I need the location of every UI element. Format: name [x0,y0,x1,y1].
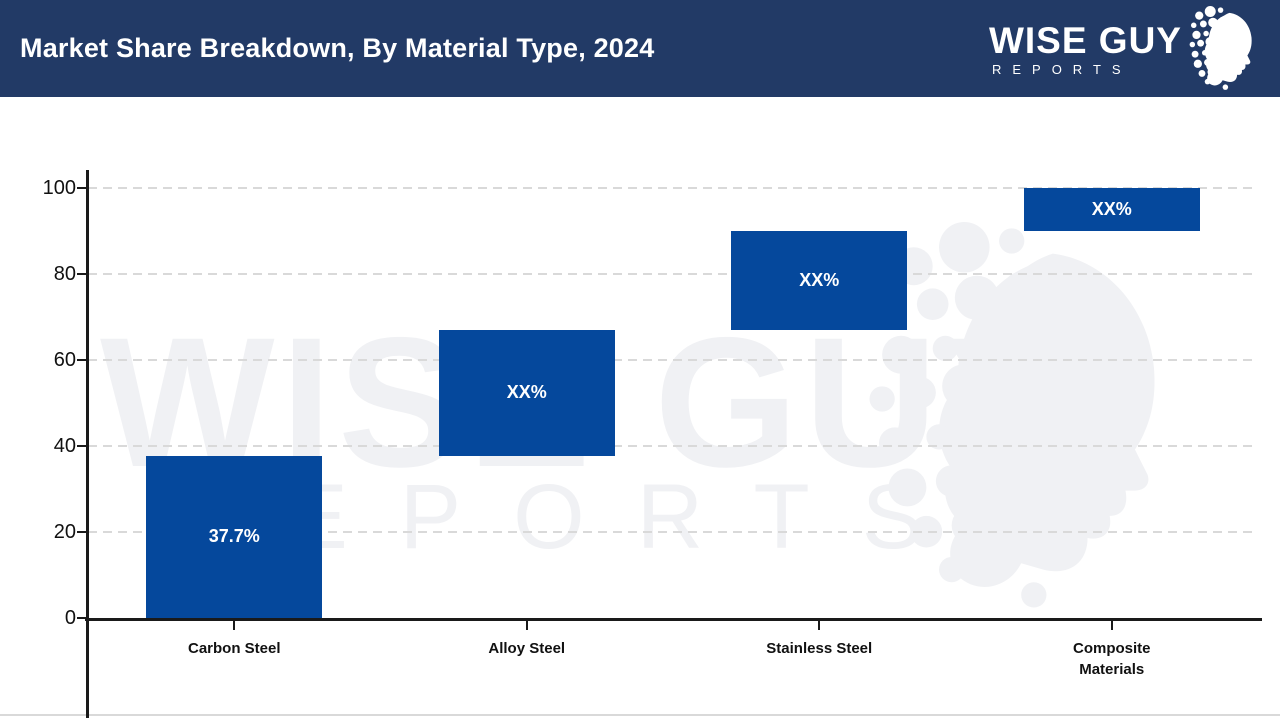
gridline-y-40 [88,445,1258,447]
category-label-stainless-steel: Stainless Steel [766,640,873,657]
gridline-y-20 [88,531,1258,533]
y-axis-tick-label: 40 [53,435,76,457]
gridline-y-80 [88,273,1258,275]
category-label-carbon-steel: Carbon Steel [187,640,281,657]
y-axis-tick-label: 60 [53,349,76,371]
bar-stainless-steel: XX% [731,231,908,330]
x-axis-line [85,618,1262,621]
y-axis-tick-label: 0 [64,607,76,629]
x-axis-tick-mark [818,621,821,630]
plot-region: 37.7% XX% XX% XX% [88,187,1258,618]
page-title: Market Share Breakdown, By Material Type… [20,33,655,63]
x-axis-tick-mark [233,621,236,630]
y-axis-tick-mark [77,531,87,533]
y-axis-tick-label: 100 [42,177,76,199]
gridline-y-100 [88,187,1258,189]
brand-logo-text: WISE GUY REPORTS [989,22,1182,76]
y-axis-tick-mark [77,445,87,447]
bar-value-label: XX% [506,382,547,403]
y-axis-tick-mark [77,187,87,189]
bar-value-label: 37.7% [208,526,260,547]
y-axis-tick-label: 80 [53,263,76,285]
chart-area: WISE GUY REPORTS 37.7% XX% XX% XX% 0 20 40 60 8… [0,97,1280,718]
y-axis-tick-label: 20 [53,521,76,543]
bar-value-label: XX% [799,269,840,290]
category-label-alloy-steel: Alloy Steel [488,640,566,657]
header-bar: Market Share Breakdown, By Material Type… [0,0,1280,97]
bar-carbon-steel: 37.7% [146,455,323,618]
bottom-divider [0,714,1280,716]
brand-subtitle: REPORTS [991,61,1132,77]
bar-value-label: XX% [1091,199,1132,219]
brand-logo: WISE GUY REPORTS [989,5,1262,92]
gridline-y-60 [88,359,1258,361]
bar-composite-materials: XX% [1023,188,1200,231]
category-label-composite-materials: Composite Materials [1072,640,1151,678]
brand-face-icon [1189,5,1252,90]
y-axis-line [86,170,89,718]
x-axis-tick-mark [1110,621,1113,630]
y-axis-tick-mark [77,359,87,361]
bar-alloy-steel: XX% [438,329,615,456]
brand-name: WISE GUY [988,19,1182,61]
x-axis-tick-mark [525,621,528,630]
y-axis-tick-mark [77,273,87,275]
y-axis-tick-mark [77,617,87,619]
